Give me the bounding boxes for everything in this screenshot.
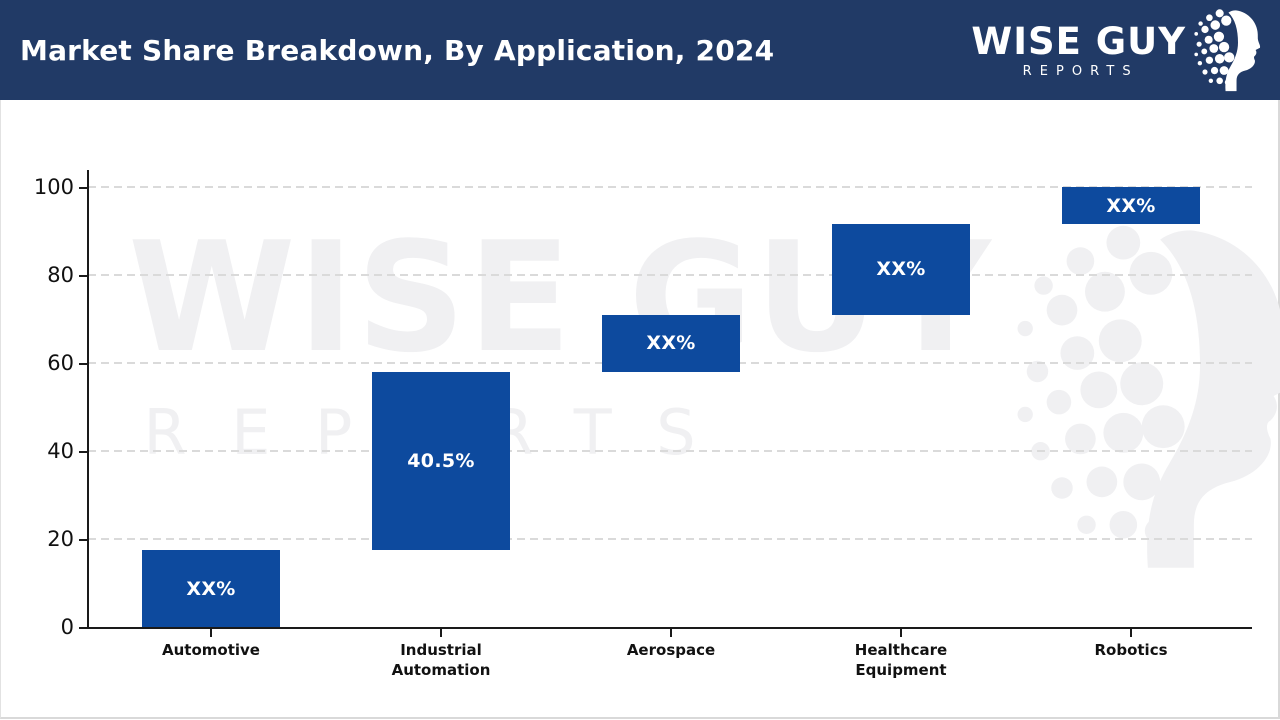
bar-robotics: XX% xyxy=(1062,187,1200,225)
category-label-aerospace: Aerospace xyxy=(626,641,716,659)
bar-value-label: XX% xyxy=(876,258,926,281)
x-tick xyxy=(670,629,672,637)
bar-industrial-automation: 40.5% xyxy=(372,371,510,550)
gridline-80 xyxy=(88,274,1252,276)
y-tick xyxy=(79,187,87,189)
category-label-robotics: Robotics xyxy=(1094,641,1168,659)
y-tick-label: 20 xyxy=(47,527,74,551)
x-tick xyxy=(440,629,442,637)
gridline-40 xyxy=(88,450,1252,452)
header-bar: Market Share Breakdown, By Application, … xyxy=(0,0,1280,100)
y-tick xyxy=(79,363,87,365)
y-tick-label: 60 xyxy=(47,351,74,375)
page-title: Market Share Breakdown, By Application, … xyxy=(20,33,775,67)
bar-aerospace: XX% xyxy=(602,314,740,372)
brand-logo-text: WISE GUY REPORTS xyxy=(971,23,1186,78)
x-axis-line xyxy=(87,627,1252,629)
y-tick xyxy=(79,451,87,453)
brand-subname: REPORTS xyxy=(1022,63,1139,79)
category-label-healthcare-equipment: Healthcare Equipment xyxy=(854,641,948,680)
watermark-head-icon xyxy=(1017,225,1280,568)
brand-name: WISE GUY xyxy=(971,19,1186,63)
bar-value-label: XX% xyxy=(646,332,696,355)
y-tick xyxy=(79,627,87,629)
y-tick-label: 100 xyxy=(33,175,74,199)
x-tick xyxy=(900,629,902,637)
gridline-20 xyxy=(88,538,1252,540)
bar-value-label: XX% xyxy=(1106,194,1156,217)
y-tick-label: 40 xyxy=(47,439,74,463)
y-tick-label: 80 xyxy=(47,263,74,287)
category-label-industrial-automation: Industrial Automation xyxy=(391,641,491,680)
y-tick-label: 0 xyxy=(60,615,74,639)
gridline-100 xyxy=(88,186,1252,188)
category-label-automotive: Automotive xyxy=(162,641,260,659)
brand-logo: WISE GUY REPORTS xyxy=(971,6,1264,94)
bar-value-label: 40.5% xyxy=(407,449,475,472)
y-tick xyxy=(79,539,87,541)
bar-healthcare-equipment: XX% xyxy=(832,224,970,315)
bar-automotive: XX% xyxy=(142,550,280,627)
y-tick xyxy=(79,275,87,277)
bar-value-label: XX% xyxy=(186,577,236,600)
x-tick xyxy=(210,629,212,637)
watermark-brand-subname: REPORTS xyxy=(128,396,993,469)
x-tick xyxy=(1130,629,1132,637)
y-axis-line xyxy=(87,170,89,629)
wiseguy-head-icon xyxy=(1194,9,1261,92)
